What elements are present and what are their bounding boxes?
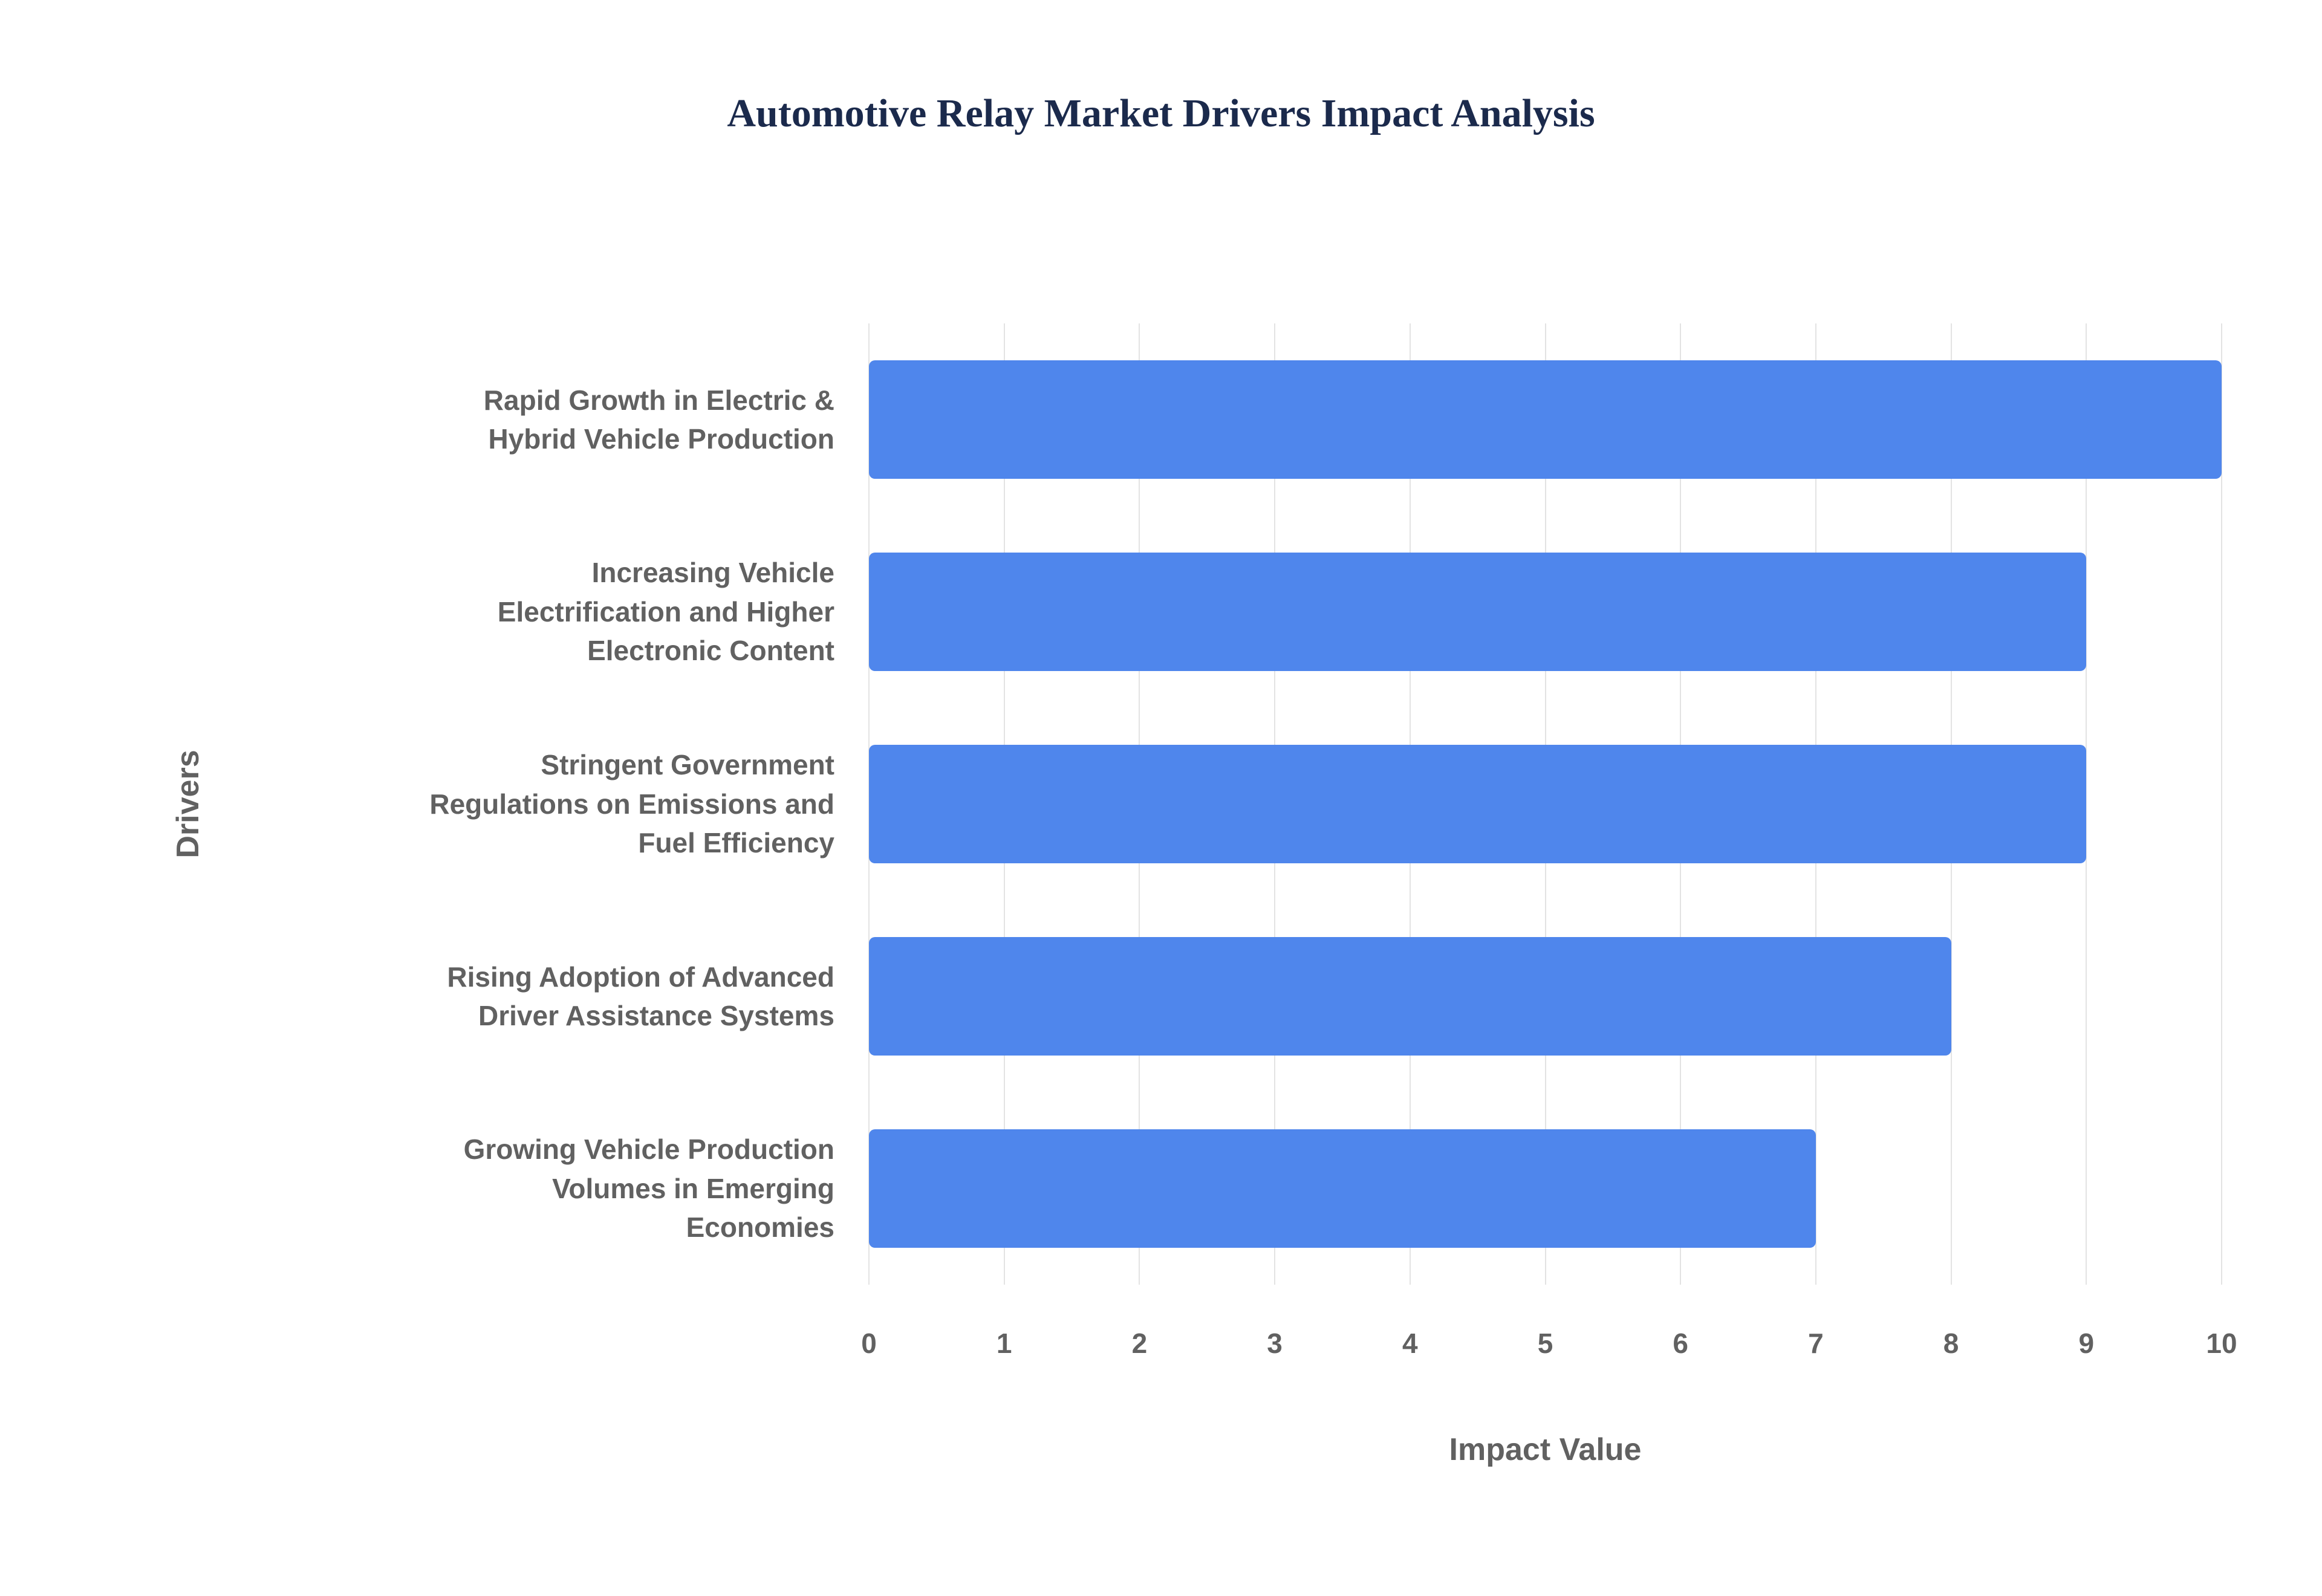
bar-row: [869, 516, 2222, 708]
x-tick-label: 10: [2206, 1328, 2237, 1359]
x-tick-label: 5: [1537, 1328, 1553, 1359]
category-label: Increasing Vehicle Electrification and H…: [0, 516, 834, 708]
x-axis-ticks: 0 1 2 3 4 5 6 7 8 9 10: [861, 1327, 2237, 1363]
x-tick-label: 8: [1943, 1328, 1959, 1359]
bar-row: [869, 323, 2222, 516]
category-label-text: Rapid Growth in Electric & Hybrid Vehicl…: [483, 384, 834, 455]
category-label-text: Increasing Vehicle Electrification and H…: [497, 557, 834, 667]
bar: [869, 937, 1951, 1056]
x-axis-title: Impact Value: [1449, 1432, 1642, 1467]
x-tick-label: 1: [996, 1328, 1012, 1359]
category-label: Rapid Growth in Electric & Hybrid Vehicl…: [0, 323, 834, 516]
category-label-text: Growing Vehicle Production Volumes in Em…: [463, 1134, 834, 1244]
bar: [869, 553, 2087, 671]
bar-row: [869, 708, 2222, 900]
x-tick-label: 2: [1131, 1328, 1148, 1359]
plot-area: [868, 323, 2222, 1285]
category-label: Growing Vehicle Production Volumes in Em…: [0, 1092, 834, 1285]
x-tick-label: 7: [1808, 1328, 1824, 1359]
category-label-text: Stringent Government Regulations on Emis…: [429, 749, 834, 859]
category-label: Stringent Government Regulations on Emis…: [0, 708, 834, 900]
bar: [869, 360, 2222, 479]
gridline: [2221, 323, 2222, 1285]
bar-row: [869, 900, 2222, 1092]
bar: [869, 745, 2087, 863]
x-tick-label: 0: [861, 1328, 877, 1359]
gridline: [2086, 323, 2087, 1285]
bar: [869, 1129, 1816, 1248]
x-tick-label: 3: [1267, 1328, 1283, 1359]
chart-title: Automotive Relay Market Drivers Impact A…: [727, 91, 1595, 135]
x-tick-label: 4: [1402, 1328, 1418, 1359]
x-tick-label: 6: [1673, 1328, 1688, 1359]
x-tick-label: 9: [2078, 1328, 2095, 1359]
category-axis-labels: Rapid Growth in Electric & Hybrid Vehicl…: [0, 323, 869, 1285]
bar-row: [869, 1092, 2222, 1285]
category-label-text: Rising Adoption of Advanced Driver Assis…: [447, 961, 834, 1031]
category-label: Rising Adoption of Advanced Driver Assis…: [0, 900, 834, 1092]
